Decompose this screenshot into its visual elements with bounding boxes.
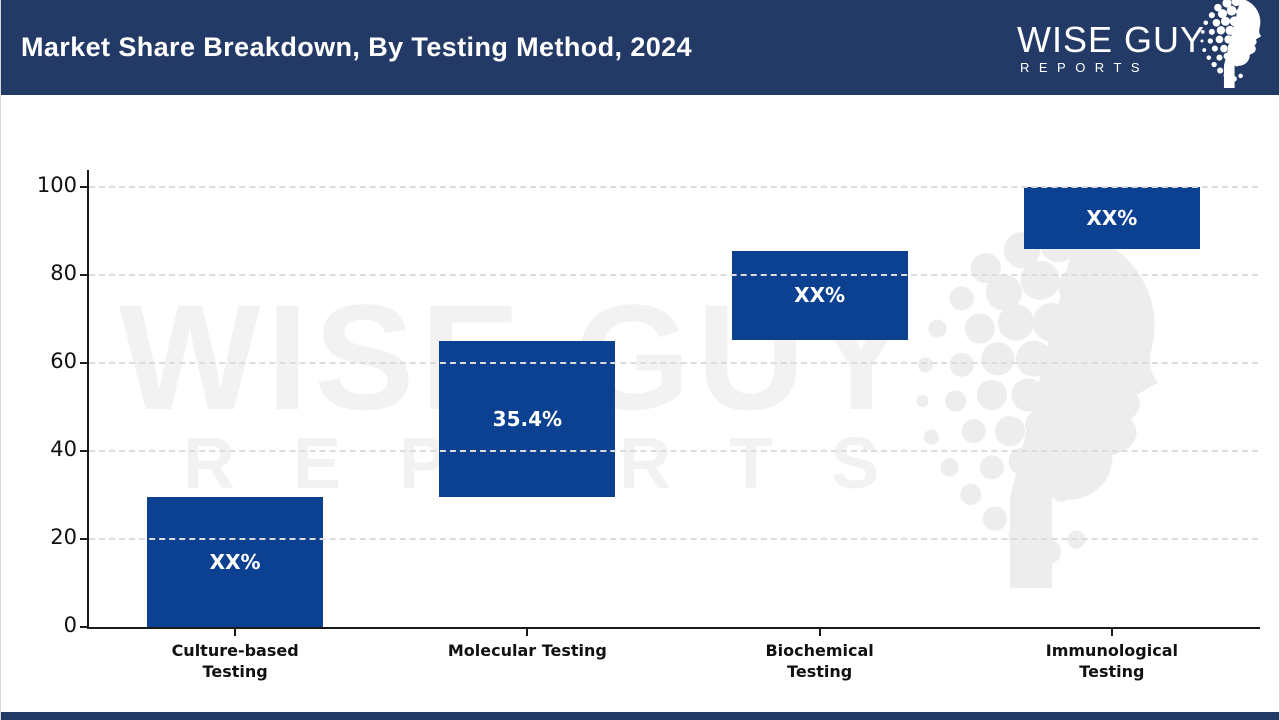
bar-molecular-testing: 35.4% (439, 341, 616, 497)
y-axis-line (87, 170, 89, 629)
x-category-label: Culture-based Testing (171, 641, 299, 681)
logo-wordmark: WISE GUY (1016, 18, 1205, 60)
y-tick-label: 60 (50, 349, 77, 373)
bar-culture-based-testing: XX% (147, 497, 324, 627)
gridline-80 (89, 274, 1258, 276)
bar-value-label: XX% (1086, 206, 1138, 231)
x-tick-mark (526, 629, 529, 636)
bar-immunological-testing: XX% (1023, 187, 1200, 250)
x-tick-mark (1110, 629, 1113, 636)
y-tick-label: 20 (50, 525, 77, 549)
x-axis-line (87, 627, 1260, 629)
logo-head-icon (1189, 0, 1265, 95)
y-tick-label: 100 (36, 173, 77, 197)
bar-biochemical-testing: XX% (731, 250, 908, 341)
footer-bar (1, 712, 1279, 720)
gridline-60 (89, 362, 1258, 364)
y-tick-mark (80, 538, 89, 540)
bar-value-label: 35.4% (492, 406, 563, 431)
y-tick-mark (80, 274, 89, 276)
x-category-label: Molecular Testing (447, 641, 607, 660)
gridline-100 (89, 186, 1258, 188)
y-tick-mark (80, 186, 89, 188)
y-tick-mark (80, 362, 89, 364)
y-tick-label: 0 (63, 613, 77, 637)
y-tick-label: 80 (50, 261, 77, 285)
y-tick-mark (80, 450, 89, 452)
bar-value-label: XX% (794, 283, 846, 308)
logo: WISE GUY REPORTS (1016, 0, 1279, 95)
logo-text: WISE GUY REPORTS (1016, 18, 1205, 75)
x-tick-mark (818, 629, 821, 636)
logo-tagline: REPORTS (1019, 59, 1150, 75)
x-tick-mark (234, 629, 237, 636)
y-tick-mark (80, 626, 89, 628)
page-title: Market Share Breakdown, By Testing Metho… (21, 32, 692, 62)
gridline-40 (89, 450, 1258, 452)
x-category-label: Biochemical Testing (765, 641, 874, 681)
gridline-20 (89, 538, 1258, 540)
y-tick-label: 40 (50, 437, 77, 461)
bar-value-label: XX% (209, 550, 261, 575)
x-category-label: Immunological Testing (1045, 641, 1178, 681)
header: Market Share Breakdown, By Testing Metho… (1, 0, 1279, 95)
